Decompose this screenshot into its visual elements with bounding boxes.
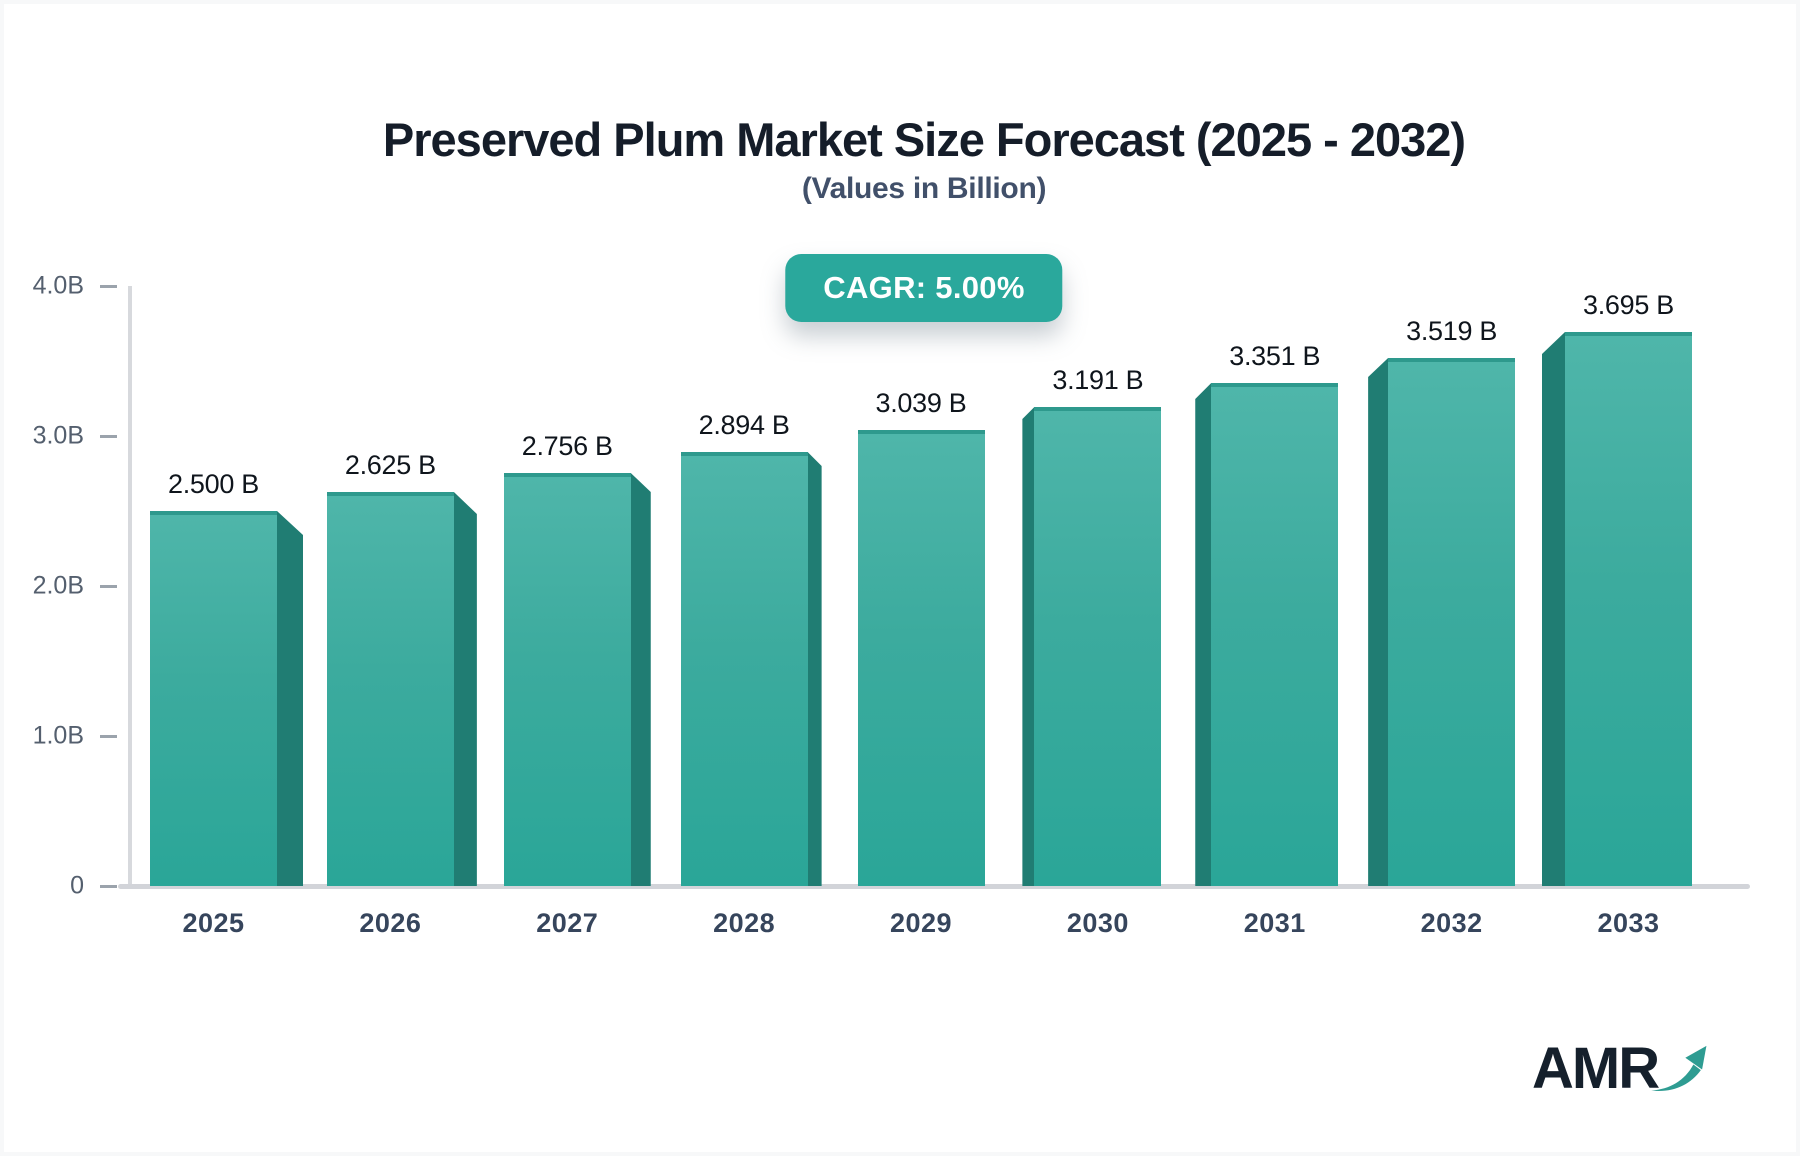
bar-top-edge [503,473,631,477]
bar-2028 [680,452,822,886]
y-axis-label: 0 [70,871,84,900]
x-axis-label: 2032 [1420,908,1483,938]
y-axis-label: 4.0B [32,271,84,300]
bar-front-face [680,452,808,886]
bar-2030 [1022,407,1162,886]
bar-side-face [1368,358,1389,886]
bar-2026 [326,492,477,886]
bar-front-face [857,430,985,886]
bar-top-edge [1388,358,1516,362]
chart-title: Preserved Plum Market Size Forecast (202… [382,113,1466,166]
bar-side-face [1022,407,1035,886]
bar-value-label: 3.351 B [1229,341,1321,371]
amr-logo-text: AMR [1532,1036,1660,1101]
bar-front-face [503,473,631,886]
bar-2029 [857,430,985,886]
bar-front-face [1211,383,1339,886]
bar-value-label: 2.894 B [698,410,790,440]
bar-2025 [150,511,303,886]
bar-value-label: 2.625 B [344,450,436,480]
chart-subtitle: (Values in Billion) [801,172,1047,205]
x-axis-label: 2028 [713,908,776,938]
y-axis-line [128,286,132,886]
x-axis-baseline [118,884,1750,889]
bar-2031 [1195,383,1339,886]
amr-logo: AMR [1532,1040,1712,1101]
x-axis-label: 2033 [1597,908,1660,938]
y-axis-tick [100,435,117,438]
bar-top-edge [857,430,985,434]
bar-front-face [150,511,277,886]
bar-2032 [1368,358,1516,886]
bar-top-edge [1565,332,1692,336]
bar-value-label: 3.191 B [1052,365,1144,395]
x-axis-label: 2025 [182,908,245,938]
bar-top-edge [1034,407,1162,411]
bar-side-face [630,473,651,886]
bar-2033 [1542,332,1692,886]
y-axis-tick [100,885,117,888]
y-axis-tick [100,735,117,738]
x-axis-label: 2030 [1066,908,1129,938]
bar-value-label: 2.500 B [168,469,259,499]
y-axis-label: 3.0B [32,421,84,450]
y-axis-tick [100,585,117,588]
bar-value-label: 3.519 B [1406,316,1498,346]
growth-arrow-icon [1650,1038,1712,1101]
bar-side-face [277,511,303,886]
y-axis-label: 2.0B [32,571,84,600]
bar-front-face [1565,332,1692,886]
bar-front-face [1034,407,1162,886]
bar-value-label: 2.756 B [521,431,613,461]
x-axis-label: 2026 [359,908,422,938]
y-axis-tick [100,285,117,288]
bar-side-face [453,492,477,886]
bar-side-face [1195,383,1212,886]
bar-top-edge [1211,383,1339,387]
bar-value-label: 3.695 B [1583,290,1674,320]
bar-top-edge [150,511,277,515]
bar-side-face [807,452,822,886]
cagr-badge: CAGR: 5.00% [785,254,1063,322]
bar-top-edge [680,452,808,456]
bar-side-face [1542,332,1565,886]
x-axis-label: 2029 [889,908,953,938]
x-axis-label: 2031 [1243,908,1306,938]
bar-2027 [503,473,651,886]
y-axis-label: 1.0B [32,721,84,750]
x-axis-label: 2027 [536,908,599,938]
bar-value-label: 3.039 B [875,388,967,418]
bar-front-face [1388,358,1516,886]
bar-top-edge [326,492,454,496]
bar-front-face [326,492,454,886]
